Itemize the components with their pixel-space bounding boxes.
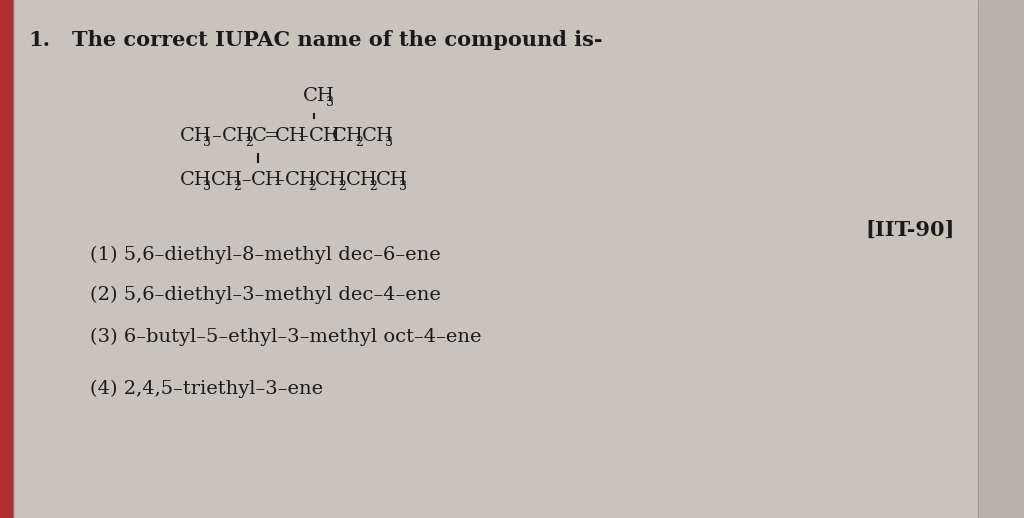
Text: 2: 2 — [307, 180, 315, 193]
Text: CH: CH — [285, 171, 316, 189]
Text: –: – — [212, 127, 221, 145]
Text: 3: 3 — [203, 136, 211, 149]
Text: C: C — [252, 127, 267, 145]
Text: –: – — [274, 171, 284, 189]
Text: 3: 3 — [326, 95, 334, 108]
Text: =: = — [264, 127, 281, 145]
Text: 2: 2 — [233, 180, 242, 193]
Text: –: – — [241, 171, 251, 189]
Text: 2: 2 — [338, 180, 346, 193]
Text: (2) 5,6–diethyl–3–methyl dec–4–ene: (2) 5,6–diethyl–3–methyl dec–4–ene — [90, 286, 441, 304]
Text: 2: 2 — [369, 180, 377, 193]
Text: 3: 3 — [385, 136, 393, 149]
Text: CH: CH — [275, 127, 307, 145]
Text: 2: 2 — [354, 136, 362, 149]
Text: 2: 2 — [245, 136, 253, 149]
Text: CH: CH — [332, 127, 364, 145]
Text: CH: CH — [315, 171, 347, 189]
Text: CH: CH — [346, 171, 378, 189]
Text: CH: CH — [251, 171, 284, 189]
Text: CH: CH — [303, 87, 335, 105]
Text: [IIT-90]: [IIT-90] — [865, 220, 955, 240]
Text: The correct IUPAC name of the compound is-: The correct IUPAC name of the compound i… — [72, 30, 602, 50]
Text: 1.: 1. — [28, 30, 50, 50]
Text: CH: CH — [211, 171, 243, 189]
Text: (3) 6–butyl–5–ethyl–3–methyl oct–4–ene: (3) 6–butyl–5–ethyl–3–methyl oct–4–ene — [90, 328, 481, 346]
Text: (1) 5,6–diethyl–8–methyl dec–6–ene: (1) 5,6–diethyl–8–methyl dec–6–ene — [90, 246, 440, 264]
Text: CH: CH — [222, 127, 254, 145]
Text: CH: CH — [308, 127, 341, 145]
Text: (4) 2,4,5–triethyl–3–ene: (4) 2,4,5–triethyl–3–ene — [90, 380, 324, 398]
Text: –: – — [298, 127, 308, 145]
Text: CH: CH — [376, 171, 409, 189]
Text: 3: 3 — [203, 180, 211, 193]
Bar — [978, 0, 1024, 518]
Text: CH: CH — [180, 127, 212, 145]
Text: CH: CH — [362, 127, 394, 145]
Text: 3: 3 — [399, 180, 408, 193]
Text: CH: CH — [180, 171, 212, 189]
Bar — [0, 0, 13, 518]
